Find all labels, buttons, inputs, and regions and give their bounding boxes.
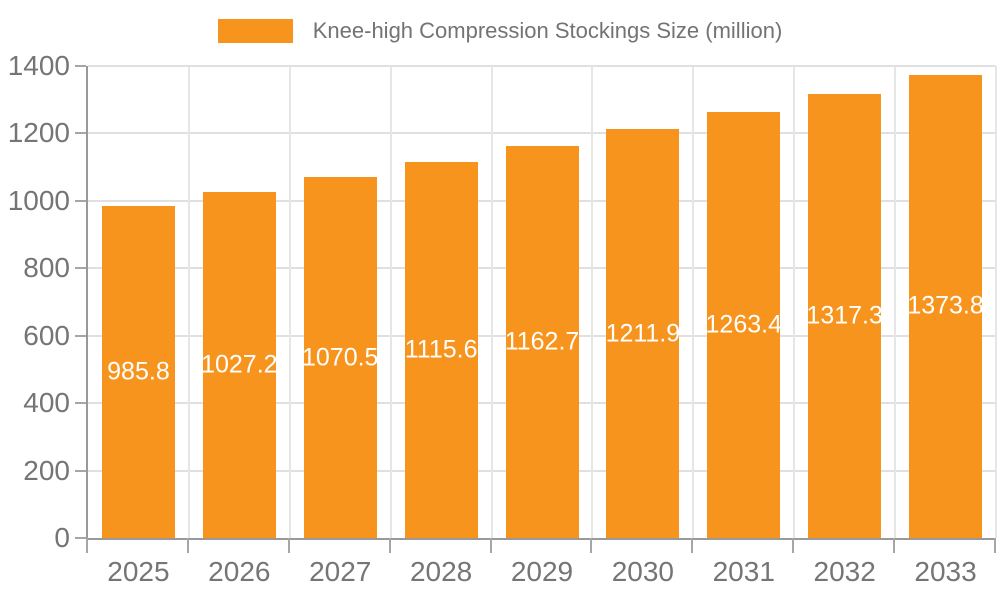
y-axis-tick [75,537,86,539]
x-axis-tick [590,538,593,553]
legend[interactable]: Knee-high Compression Stockings Size (mi… [0,18,1000,44]
gridline-v [389,66,392,538]
y-axis-tick [75,469,86,472]
x-axis-label: 2028 [409,556,473,587]
bar-value-label: 985.8 [107,357,170,386]
x-axis-tick [86,538,88,553]
gridline-v [187,66,190,538]
bar-value-label: 1070.5 [301,343,379,372]
y-axis-tick [75,402,86,405]
bar-value-label: 1317.3 [806,301,883,330]
x-axis-label: 2032 [813,556,876,587]
bar-value-label: 1162.7 [504,327,580,356]
y-axis-tick [75,334,86,337]
x-axis-label: 2026 [208,556,271,587]
gridline-v [793,66,796,538]
x-axis-tick [893,538,896,553]
bar-2029[interactable]: 1162.7 [504,146,580,538]
x-axis-label: 2033 [914,556,977,587]
y-axis-label: 400 [23,387,70,419]
legend-marker-icon [217,19,293,43]
legend-label: Knee-high Compression Stockings Size (mi… [312,18,783,43]
y-axis-label: 1200 [7,117,70,149]
bar-2032[interactable]: 1317.3 [806,93,883,538]
x-axis-tick [489,538,492,553]
plot-area: 985.8 1027.2 1070.5 1115.6 1162.7 1211.9 1263.… [88,65,997,538]
bar-value-label: 1027.2 [201,350,278,379]
bar-value-label: 1263.4 [705,310,782,339]
y-axis-tick [75,65,86,67]
x-axis-tick [287,538,290,553]
gridline-h [88,65,996,67]
gridline-v [490,66,493,538]
bar-value-label: 1373.8 [907,291,984,320]
x-axis-label: 2031 [712,556,775,587]
gridline-v [591,66,594,538]
y-axis-tick [75,267,86,270]
gridline-h [88,132,996,135]
bar-2031[interactable]: 1263.4 [705,112,782,538]
x-axis-tick [994,538,996,553]
bar-2030[interactable]: 1211.9 [605,129,681,538]
y-axis-line [86,66,88,538]
bar-2028[interactable]: 1115.6 [404,161,478,538]
y-axis-label: 0 [54,522,70,553]
y-axis-label: 800 [23,252,70,284]
y-axis-label: 200 [23,454,70,486]
y-axis-label: 1000 [7,184,70,216]
gridline-v [288,66,291,538]
y-axis-label: 600 [23,319,70,351]
bar-2033[interactable]: 1373.8 [907,74,984,538]
y-axis-label: 1400 [7,50,70,81]
y-axis-tick [75,199,86,202]
bar-2026[interactable]: 1027.2 [201,191,278,538]
gridline-v [995,66,997,538]
gridline-v [894,66,897,538]
x-axis-label: 2029 [510,556,574,587]
x-axis-label: 2030 [611,556,675,587]
x-axis-label: 2027 [309,556,372,587]
x-axis-tick [792,538,795,553]
x-axis-tick [388,538,391,553]
bar-2027[interactable]: 1070.5 [301,177,379,538]
x-axis-tick [186,538,189,553]
gridline-v [692,66,695,538]
y-axis-tick [75,132,86,135]
x-axis-tick [691,538,694,553]
bar-2025[interactable]: 985.8 [101,205,175,538]
bar-value-label: 1115.6 [404,335,478,364]
x-axis-label: 2025 [107,556,170,587]
x-axis-line [86,538,996,540]
bar-value-label: 1211.9 [605,319,681,348]
